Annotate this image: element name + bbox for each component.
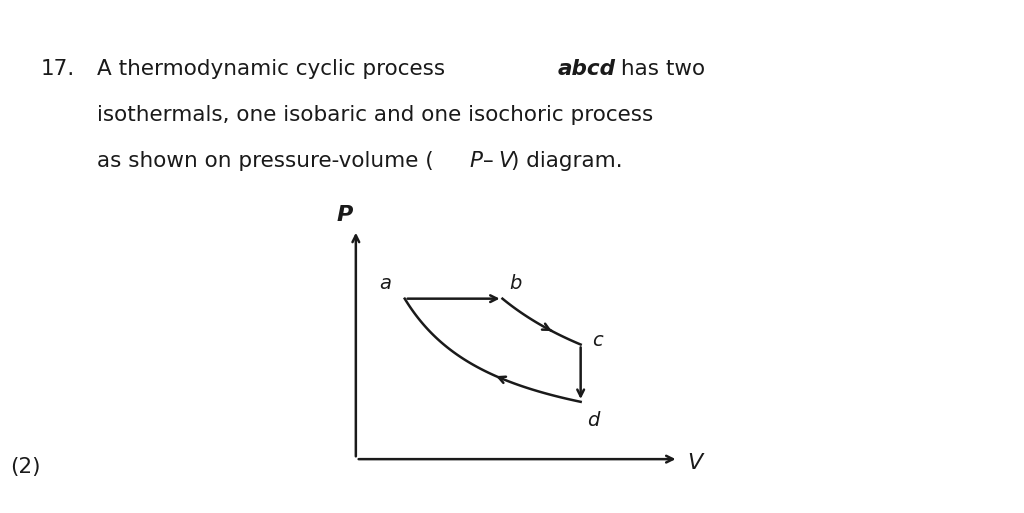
Text: as shown on pressure-volume (: as shown on pressure-volume ( — [97, 151, 434, 171]
Text: a: a — [379, 274, 391, 293]
Text: (2): (2) — [10, 457, 41, 477]
Text: ) diagram.: ) diagram. — [511, 151, 623, 171]
Text: c: c — [592, 331, 603, 350]
Text: A thermodynamic cyclic process: A thermodynamic cyclic process — [97, 59, 453, 79]
Text: b: b — [509, 274, 522, 293]
Text: –: – — [483, 151, 494, 171]
Text: V: V — [688, 452, 702, 472]
Text: P: P — [469, 151, 482, 171]
Text: 17.: 17. — [41, 59, 75, 79]
Text: has two: has two — [614, 59, 706, 79]
Text: d: d — [588, 410, 600, 430]
Text: V: V — [499, 151, 513, 171]
Text: isothermals, one isobaric and one isochoric process: isothermals, one isobaric and one isocho… — [97, 105, 653, 125]
Text: abcd: abcd — [558, 59, 616, 79]
Text: P: P — [336, 205, 352, 225]
